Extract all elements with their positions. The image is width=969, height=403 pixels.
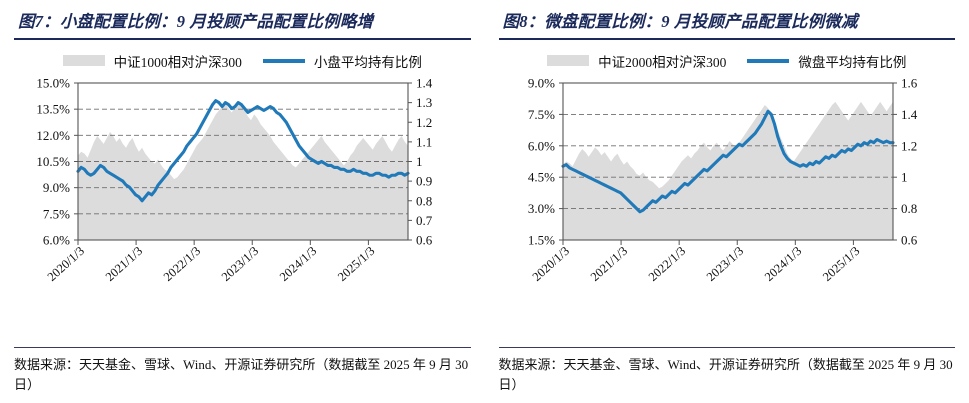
x-tick-label: 2022/1/3 [161,243,203,281]
figure-8-legend: 中证2000相对沪深300 微盘平均持有比例 [499,40,956,75]
y-right-tick-label: 1.2 [416,114,432,129]
y-left-tick-label: 10.5% [36,154,70,169]
y-right-tick-label: 1.4 [416,77,433,91]
y-right-tick-label: 1 [901,169,908,184]
legend-area-swatch-icon [547,55,590,67]
y-left-tick-label: 15.0% [36,77,70,91]
figure-7-plot: 15.0% 13.5% 12.0% 10.5% 9.0% 7.5% 6.0% 1.4 1.3 1.… [36,77,433,282]
y-left-tick-label: 6.0% [43,232,70,247]
figure-8-chart: 9.0% 7.5% 6.0% 4.5% 3.0% 1.5% 1.6 1.4 1.2 1 0.8 0.6… [499,77,955,282]
x-tick-label: 2021/1/3 [103,243,145,281]
figure-8-footer-rule [498,346,955,348]
y-left-tick-label: 6.0% [527,138,554,153]
area-series [78,100,408,240]
y-right-tick-label: 0.7 [416,212,433,227]
legend-line-swatch-icon [747,58,790,63]
plot-frame [561,82,894,241]
line-series [560,109,895,213]
y-left-tick-label: 9.0% [527,77,554,91]
legend-area-swatch-icon [62,55,105,67]
line-series [76,98,410,202]
x-tick-label: 2022/1/3 [645,243,687,281]
figure-panel-8: 图8：微盘配置比例：9 月投顾产品配置比例微减 中证2000相对沪深300 微盘… [485,0,969,403]
legend-area-label: 中证1000相对沪深300 [113,54,242,70]
figure-8-title: 图8：微盘配置比例：9 月投顾产品配置比例微减 [502,12,858,31]
y-left-tick-label: 13.5% [36,101,70,116]
y-right-tick-label: 1.2 [901,138,917,153]
y-right-tick-label: 0.9 [416,173,432,188]
y-right-tick-label: 0.8 [901,201,917,216]
x-tick-label: 2023/1/3 [219,243,261,281]
figure-7-footer-rule [14,346,471,348]
y-left-tick-label: 4.5% [527,169,554,184]
y-right-tick-label: 0.6 [901,232,918,247]
x-tick-label: 2024/1/3 [277,243,319,281]
figure-7-chart: 15.0% 13.5% 12.0% 10.5% 9.0% 7.5% 6.0% 1.4 1.3 1.… [14,77,470,282]
legend-line-label: 微盘平均持有比例 [798,54,907,70]
figure-panel-7: 图7：小盘配置比例：9 月投顾产品配置比例略增 中证1000相对沪深300 小盘… [14,12,471,395]
x-tick-label: 2025/1/3 [335,243,377,281]
x-tick-label: 2023/1/3 [703,243,745,281]
x-tick-label: 2020/1/3 [529,243,571,281]
y-left-tick-label: 9.0% [43,180,70,195]
legend-line-swatch-icon [262,58,305,63]
y-right-tick-label: 1 [416,154,423,169]
x-tick-label: 2020/1/3 [45,243,87,281]
y-left-tick-label: 7.5% [43,206,70,221]
y-right-tick-label: 0.8 [416,193,432,208]
y-right-tick-label: 1.4 [901,106,918,121]
figure-7-legend: 中证1000相对沪深300 小盘平均持有比例 [14,40,471,75]
y-right-tick-label: 0.6 [416,232,433,247]
figure-8-source-text: 数据来源：天天基金、雪球、Wind、开源证券研究所（数据截至 2025 年 9 … [498,356,953,392]
y-left-tick-label: 1.5% [527,232,554,247]
figure-7-title-rule [14,38,471,40]
legend-line-label: 小盘平均持有比例 [313,54,422,70]
figure-8-title-rule [498,38,955,40]
x-tick-label: 2025/1/3 [820,243,862,281]
x-tick-label: 2024/1/3 [761,243,803,281]
y-right-tick-label: 1.3 [416,95,432,110]
figure-7-source-text: 数据来源：天天基金、雪球、Wind、开源证券研究所（数据截至 2025 年 9 … [14,356,469,392]
legend-area-label: 中证2000相对沪深300 [598,54,727,70]
y-left-tick-label: 3.0% [527,201,554,216]
area-series [562,101,893,240]
figure-8-footer: 数据来源：天天基金、雪球、Wind、开源证券研究所（数据截至 2025 年 9 … [498,346,955,395]
figure-7-title: 图7：小盘配置比例：9 月投顾产品配置比例略增 [18,12,374,31]
x-tick-label: 2021/1/3 [587,243,629,281]
figure-7-footer: 数据来源：天天基金、雪球、Wind、开源证券研究所（数据截至 2025 年 9 … [14,346,471,395]
y-left-tick-label: 7.5% [527,106,554,121]
figure-8-plot: 9.0% 7.5% 6.0% 4.5% 3.0% 1.5% 1.6 1.4 1.2 1 0.8 0.6… [527,77,918,282]
y-left-tick-label: 12.0% [36,127,70,142]
y-right-tick-label: 1.1 [416,134,432,149]
y-right-tick-label: 1.6 [901,77,918,91]
